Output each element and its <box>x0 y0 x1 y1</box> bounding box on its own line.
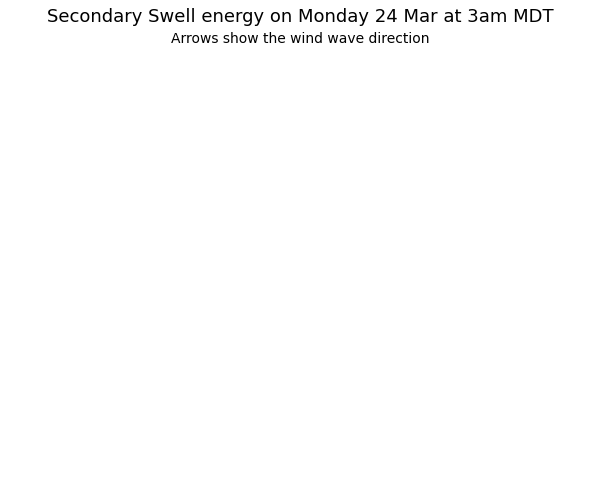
Text: Secondary Swell energy on Monday 24 Mar at 3am MDT: Secondary Swell energy on Monday 24 Mar … <box>47 8 554 26</box>
Text: Arrows show the wind wave direction: Arrows show the wind wave direction <box>171 32 430 46</box>
Text: Map requires cartopy: Map requires cartopy <box>227 262 374 275</box>
